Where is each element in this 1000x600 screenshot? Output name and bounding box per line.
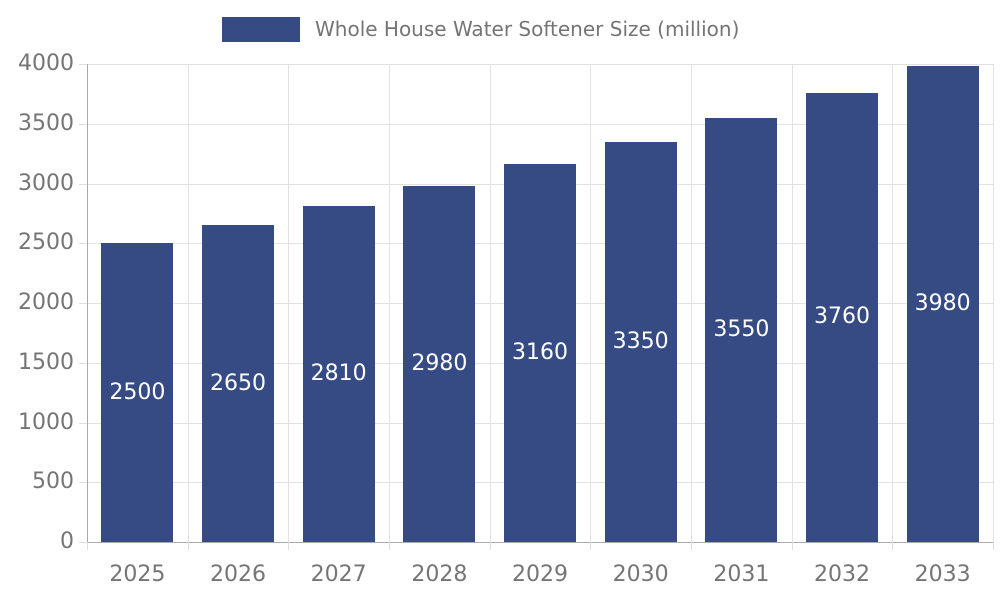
bar[interactable]: 3760 — [806, 92, 878, 542]
x-axis-tick — [590, 542, 592, 550]
bar-value-label: 2810 — [310, 361, 367, 387]
x-axis-label: 2033 — [914, 562, 971, 587]
gridline-horizontal — [87, 123, 993, 125]
bar-value-label: 3980 — [914, 291, 971, 317]
bar[interactable]: 3350 — [604, 141, 677, 542]
gridline-vertical — [691, 64, 692, 542]
x-axis-label: 2026 — [210, 562, 266, 587]
x-axis-tick — [892, 542, 894, 550]
y-axis-tick — [79, 362, 87, 364]
bar-value-label: 3160 — [512, 340, 568, 366]
x-axis-tick — [87, 542, 88, 550]
bar[interactable]: 2810 — [302, 206, 375, 542]
gridline-vertical — [892, 64, 894, 542]
gridline-vertical — [288, 64, 290, 542]
x-axis-tick — [389, 542, 390, 550]
y-axis-tick — [79, 243, 87, 245]
y-axis-tick — [79, 542, 87, 543]
legend-swatch — [222, 16, 300, 42]
x-axis-tick — [993, 542, 994, 550]
bar-value-label: 2980 — [411, 350, 468, 376]
y-axis-label: 4000 — [18, 51, 74, 76]
y-axis-label: 1000 — [18, 409, 74, 435]
bar-value-label: 3350 — [612, 328, 669, 354]
legend-label: Whole House Water Softener Size (million… — [315, 17, 740, 41]
bar[interactable]: 2650 — [202, 225, 274, 542]
y-axis-tick — [79, 183, 87, 185]
legend-item[interactable]: Whole House Water Softener Size (million… — [222, 14, 739, 44]
y-axis-tick — [79, 123, 87, 125]
y-axis-label: 1500 — [18, 349, 74, 375]
y-axis-tick — [79, 422, 87, 424]
x-axis-line — [79, 542, 993, 543]
x-axis-tick — [691, 542, 692, 550]
x-axis-label: 2028 — [411, 562, 468, 587]
gridline-vertical — [590, 64, 592, 542]
x-axis-label: 2029 — [512, 562, 568, 587]
y-axis-tick — [79, 64, 87, 65]
bar[interactable]: 3550 — [705, 117, 778, 542]
x-axis-label: 2027 — [310, 562, 367, 587]
x-axis-tick — [187, 542, 189, 550]
bar[interactable]: 3980 — [906, 66, 979, 542]
x-axis-label: 2025 — [109, 562, 166, 587]
bar-value-label: 3760 — [814, 304, 870, 330]
y-axis-label: 2500 — [18, 230, 74, 256]
bar-value-label: 2650 — [210, 370, 266, 396]
gridline-vertical — [187, 64, 189, 542]
bar-value-label: 3550 — [713, 316, 770, 342]
y-axis-tick — [79, 303, 87, 304]
bar[interactable]: 2500 — [101, 243, 174, 542]
x-axis-tick — [288, 542, 290, 550]
y-axis-label: 3500 — [18, 110, 74, 136]
y-axis-label: 500 — [32, 469, 74, 495]
gridline-vertical — [489, 64, 491, 542]
x-axis-label: 2030 — [612, 562, 669, 587]
y-axis-label: 0 — [60, 529, 74, 554]
y-axis-line — [87, 64, 88, 550]
bar[interactable]: 3160 — [504, 164, 576, 542]
x-axis-label: 2031 — [713, 562, 770, 587]
y-axis-label: 3000 — [18, 170, 74, 196]
gridline-horizontal — [87, 64, 993, 65]
gridline-vertical — [389, 64, 390, 542]
x-axis-tick — [489, 542, 491, 550]
x-axis-label: 2032 — [814, 562, 870, 587]
x-axis-tick — [791, 542, 793, 550]
plot-area: 2500 2650 2810 2980 3160 3350 3550 3760 3980 — [87, 64, 994, 542]
gridline-vertical — [791, 64, 793, 542]
y-axis-label: 2000 — [18, 290, 74, 315]
bar-value-label: 2500 — [109, 379, 166, 405]
bar[interactable]: 2980 — [403, 185, 476, 542]
gridline-vertical — [993, 64, 994, 542]
y-axis-tick — [79, 482, 87, 484]
